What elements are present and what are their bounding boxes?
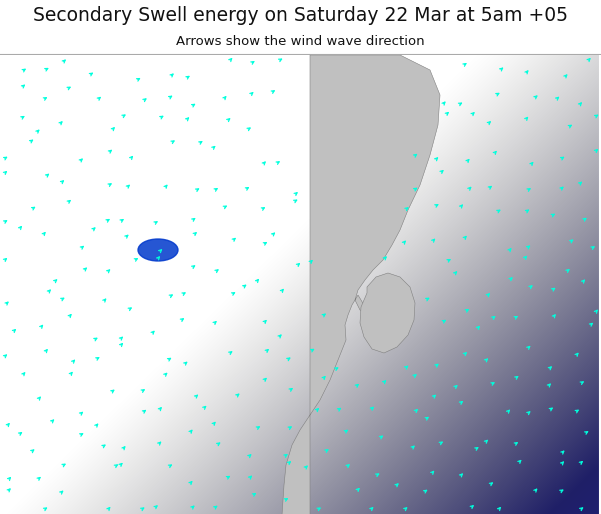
Text: Arrows show the wind wave direction: Arrows show the wind wave direction (176, 35, 425, 48)
Text: Secondary Swell energy on Saturday 22 Mar at 5am +05: Secondary Swell energy on Saturday 22 Ma… (33, 6, 568, 25)
Polygon shape (282, 55, 440, 514)
Ellipse shape (138, 239, 178, 261)
Polygon shape (360, 273, 415, 353)
